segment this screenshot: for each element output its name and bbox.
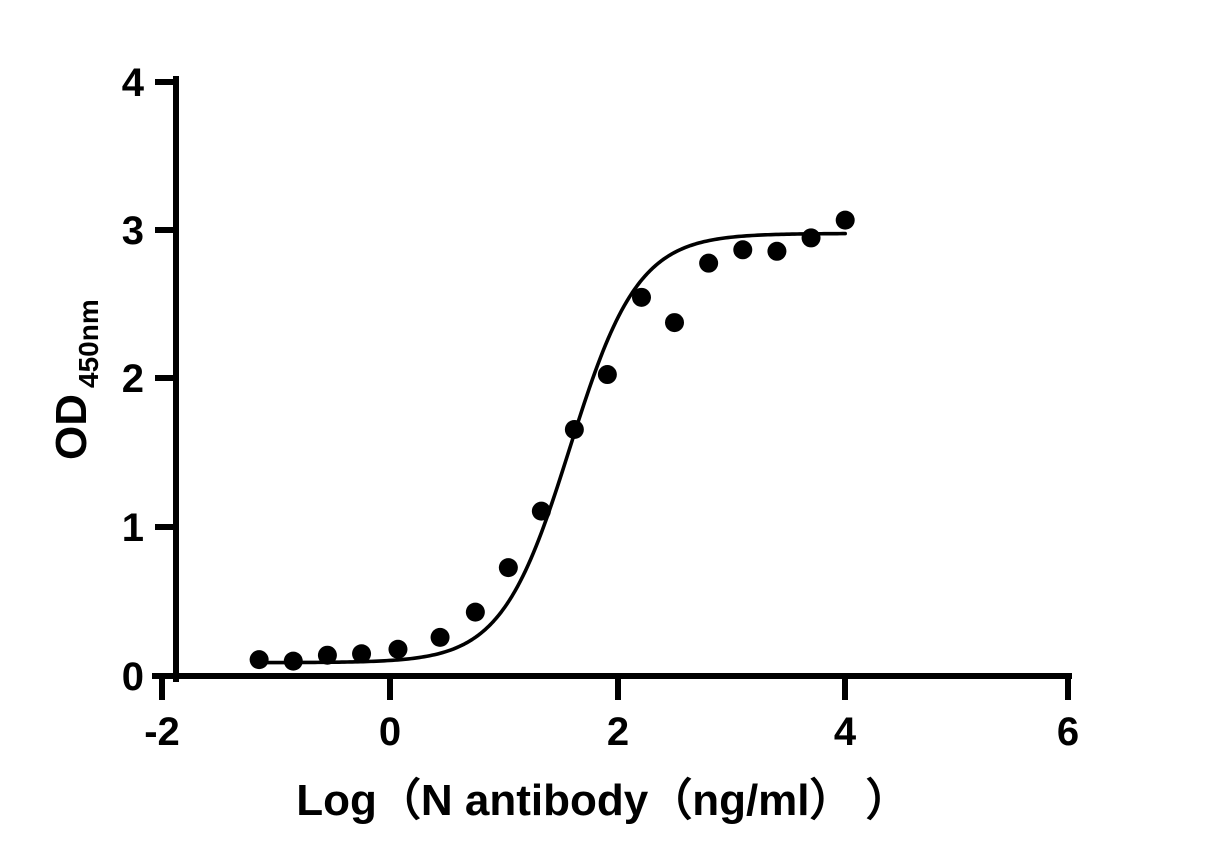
data-point	[352, 644, 372, 664]
data-point	[733, 240, 753, 260]
y-tick-label-4: 4	[122, 61, 145, 105]
data-point	[801, 228, 821, 248]
y-axis-title-main: OD	[47, 394, 96, 460]
data-point	[767, 241, 787, 261]
x-tick-label-minus2: -2	[144, 710, 180, 754]
data-point	[317, 645, 337, 665]
fitted-sigmoid-curve	[257, 231, 847, 665]
data-point	[531, 501, 551, 521]
x-tick-label-0: 0	[379, 710, 401, 754]
y-axis-title: OD 450nm	[47, 299, 104, 460]
x-tick-label-6: 6	[1057, 710, 1079, 754]
data-point	[597, 365, 617, 385]
data-point	[699, 253, 719, 273]
data-point	[632, 287, 651, 307]
x-axis-tick-labels: -2 0 2 4 6	[144, 710, 1079, 754]
y-axis-ticks	[155, 79, 176, 679]
y-tick-label-1: 1	[122, 506, 144, 550]
x-tick-label-2: 2	[607, 710, 629, 754]
data-point	[430, 627, 450, 647]
y-tick-label-0: 0	[122, 655, 144, 699]
x-axis-ticks	[159, 676, 1071, 700]
y-tick-label-2: 2	[122, 357, 144, 401]
x-tick-label-4: 4	[834, 710, 857, 754]
data-point	[498, 558, 518, 578]
data-point	[564, 419, 584, 439]
data-point	[835, 210, 855, 230]
data-point-group	[249, 210, 855, 671]
data-point	[249, 650, 269, 670]
x-axis-title: Log（N antibody（ng/ml） ）	[296, 776, 910, 825]
y-axis-tick-labels: 4 3 2 1 0	[122, 61, 145, 699]
y-tick-label-3: 3	[122, 209, 144, 253]
y-axis-title-subscript: 450nm	[73, 299, 104, 388]
data-point	[465, 602, 485, 622]
data-point	[283, 651, 303, 671]
data-point	[665, 313, 684, 333]
data-point	[388, 639, 408, 659]
